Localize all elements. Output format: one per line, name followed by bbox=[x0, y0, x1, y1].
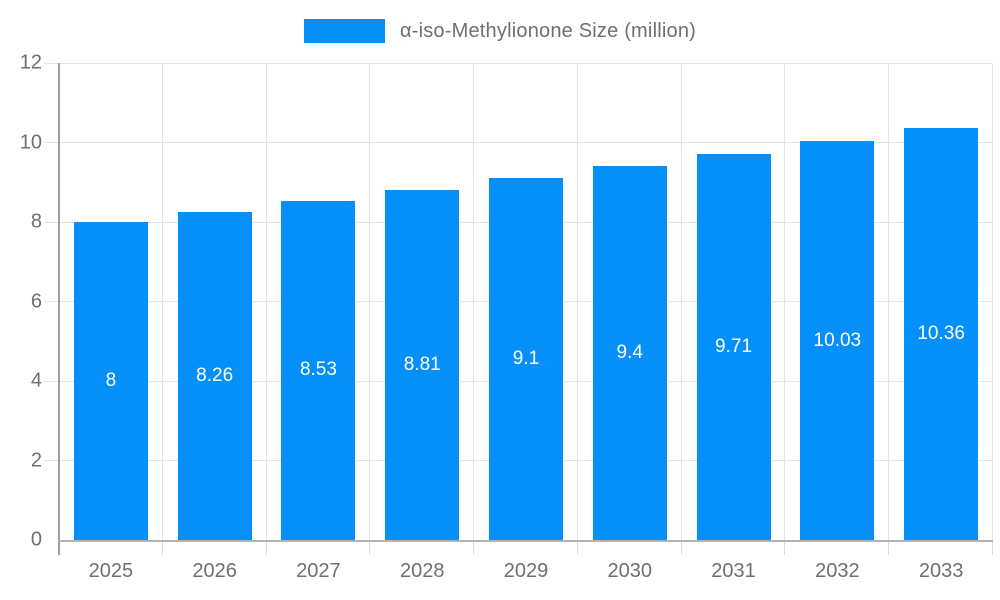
y-gridline bbox=[44, 62, 993, 64]
bar-2031[interactable]: 9.71 bbox=[696, 154, 771, 540]
bar-2032[interactable]: 10.03 bbox=[800, 141, 875, 540]
x-tick-mark bbox=[162, 540, 163, 555]
bar-2029[interactable]: 9.1 bbox=[489, 178, 563, 540]
x-tick-label: 2029 bbox=[503, 560, 549, 582]
bar-2030[interactable]: 9.4 bbox=[592, 166, 667, 540]
x-tick-label: 2025 bbox=[88, 560, 134, 582]
legend[interactable]: α-iso-Methylionone Size (million) bbox=[0, 19, 1000, 43]
x-gridline bbox=[577, 63, 578, 540]
y-tick-label: 10 bbox=[19, 131, 42, 153]
x-gridline bbox=[992, 63, 993, 540]
x-gridline bbox=[681, 63, 682, 540]
y-tick-label: 0 bbox=[30, 528, 42, 551]
x-tick-mark bbox=[577, 540, 578, 555]
bar-value-label: 9.71 bbox=[715, 336, 753, 358]
x-tick-label: 2028 bbox=[399, 560, 445, 582]
x-gridline bbox=[784, 63, 785, 540]
x-gridline bbox=[473, 63, 474, 540]
x-tick-label: 2030 bbox=[607, 560, 653, 582]
bar-value-label: 10.36 bbox=[917, 323, 965, 345]
x-gridline bbox=[266, 63, 267, 540]
bar-2028[interactable]: 8.81 bbox=[385, 189, 460, 540]
plot-area: 8 8.26 8.53 8.81 9.1 9.4 9.71 10.03 10.36 0 2 4 6 8 1… bbox=[20, 52, 993, 582]
y-axis-line bbox=[58, 63, 60, 555]
bar-value-label: 8 bbox=[105, 370, 117, 391]
y-tick-label: 8 bbox=[30, 210, 42, 233]
x-tick-label: 2033 bbox=[918, 560, 964, 582]
y-tick-label: 12 bbox=[19, 51, 42, 74]
x-tick-mark bbox=[369, 540, 370, 555]
bar-2025[interactable]: 8 bbox=[73, 222, 148, 540]
bar-value-label: 8.81 bbox=[403, 353, 441, 375]
x-tick-mark bbox=[784, 540, 785, 555]
legend-swatch bbox=[303, 19, 385, 43]
bar-value-label: 10.03 bbox=[813, 329, 862, 351]
x-tick-label: 2026 bbox=[192, 560, 237, 582]
x-gridline bbox=[888, 63, 889, 540]
x-tick-label: 2031 bbox=[711, 560, 756, 582]
bar-2027[interactable]: 8.53 bbox=[281, 200, 356, 540]
x-tick-mark bbox=[888, 540, 889, 555]
x-tick-mark bbox=[473, 540, 474, 555]
y-gridline bbox=[44, 142, 993, 143]
bar-value-label: 8.26 bbox=[196, 364, 234, 386]
x-tick-mark bbox=[992, 540, 993, 555]
x-gridline bbox=[162, 63, 163, 540]
y-tick-label: 6 bbox=[30, 290, 42, 312]
x-axis-line bbox=[58, 540, 993, 542]
bar-value-label: 9.1 bbox=[512, 348, 540, 370]
y-tick-label: 4 bbox=[30, 369, 42, 392]
x-gridline bbox=[369, 63, 370, 540]
y-tick-label: 2 bbox=[30, 449, 42, 471]
bar-value-label: 9.4 bbox=[616, 342, 643, 364]
x-tick-label: 2032 bbox=[815, 560, 860, 582]
x-tick-label: 2027 bbox=[296, 560, 341, 582]
x-tick-mark bbox=[266, 540, 267, 555]
bar-2026[interactable]: 8.26 bbox=[177, 211, 252, 540]
bar-2033[interactable]: 10.36 bbox=[904, 128, 979, 540]
legend-label: α-iso-Methylionone Size (million) bbox=[399, 19, 697, 42]
bar-value-label: 8.53 bbox=[299, 359, 337, 381]
x-tick-mark bbox=[681, 540, 682, 555]
